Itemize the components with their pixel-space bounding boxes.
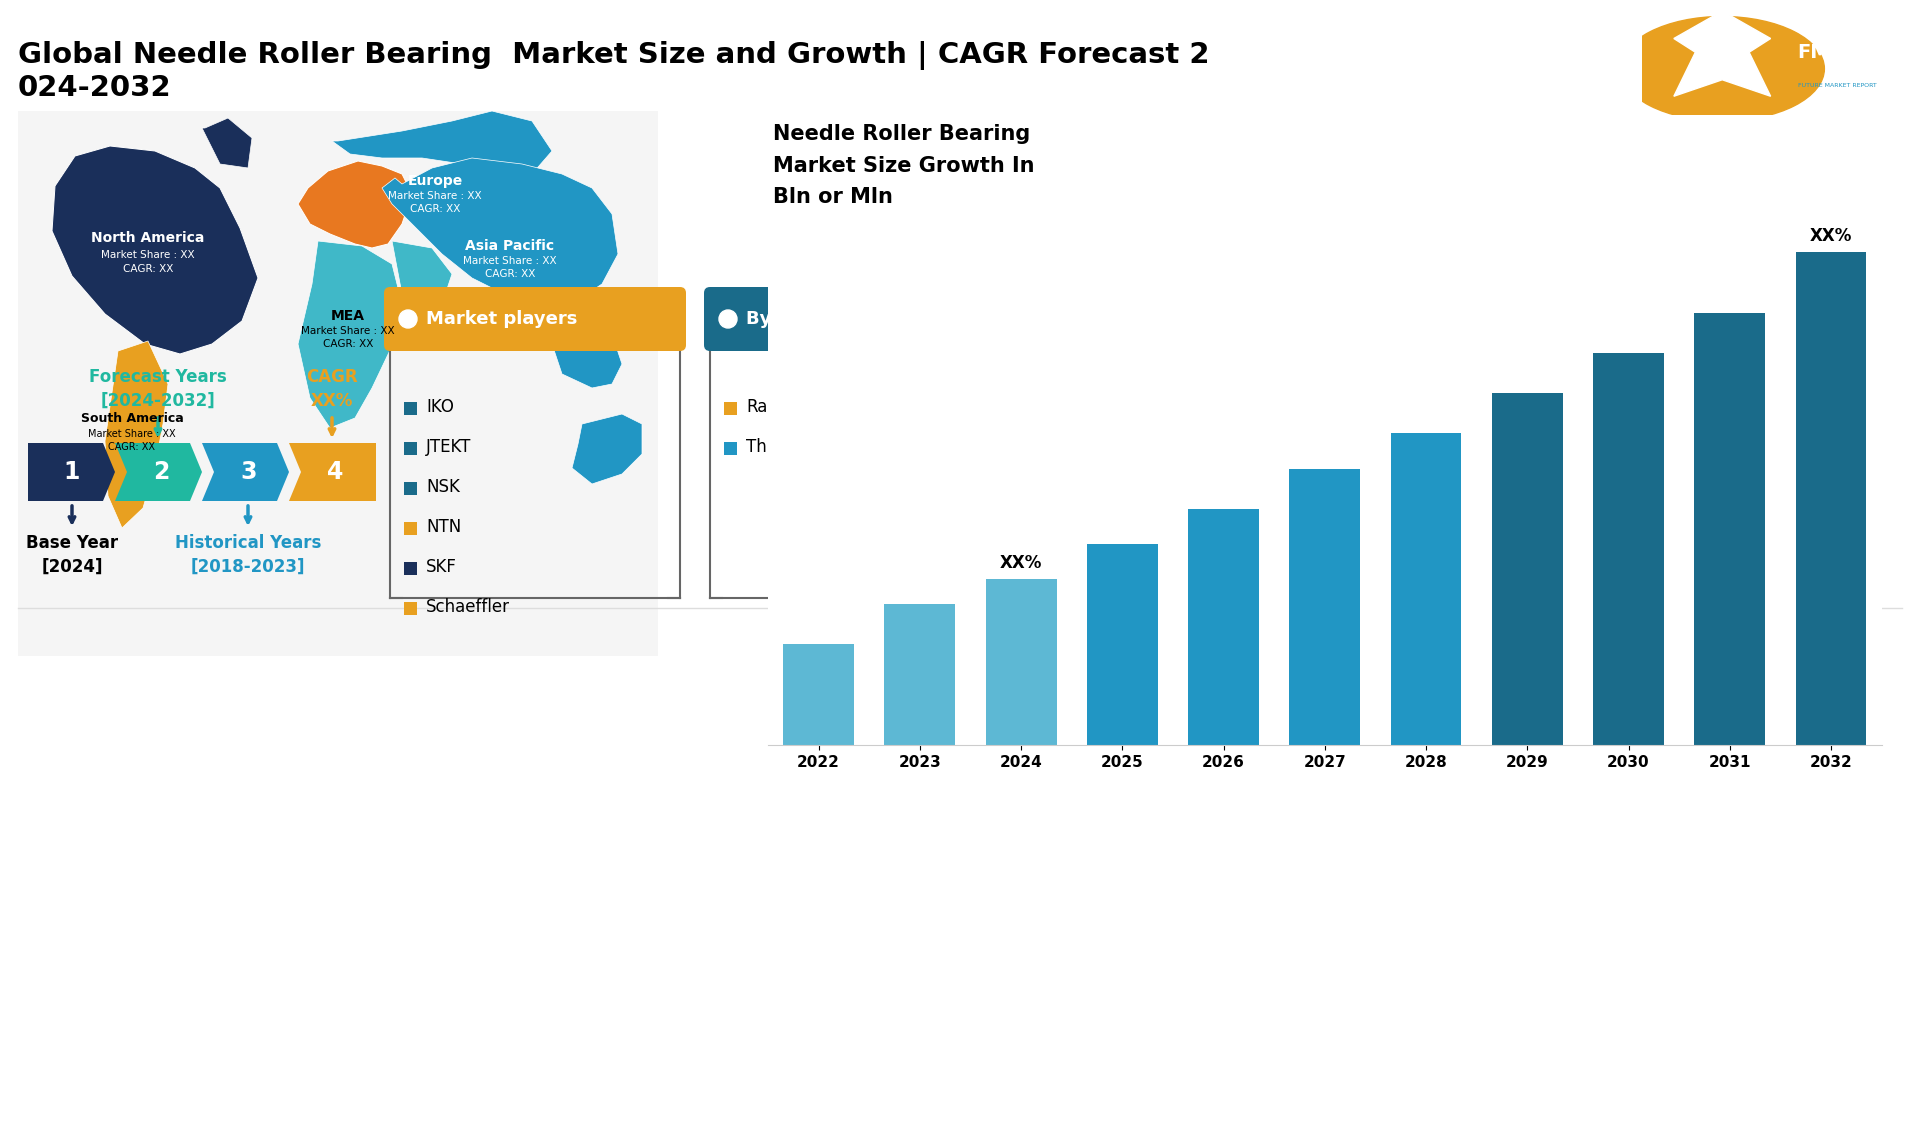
FancyBboxPatch shape [384, 286, 685, 351]
FancyBboxPatch shape [403, 562, 417, 575]
Text: Asia Pacific: Asia Pacific [465, 240, 555, 253]
Bar [1087, 544, 1158, 745]
FancyBboxPatch shape [403, 482, 417, 495]
Text: CAGR: XX: CAGR: XX [409, 204, 461, 214]
Bar [1492, 393, 1563, 745]
Text: Europe: Europe [407, 174, 463, 188]
Text: Market Share : XX: Market Share : XX [463, 256, 557, 266]
Text: Forecast Years
[2024-2032]: Forecast Years [2024-2032] [88, 368, 227, 410]
Text: Others: Others [1031, 518, 1087, 536]
Bar [1188, 509, 1260, 745]
Text: NSK: NSK [426, 478, 461, 496]
Polygon shape [202, 118, 252, 168]
Text: Global Needle Roller Bearing  Market Size and Growth | CAGR Forecast 2: Global Needle Roller Bearing Market Size… [17, 41, 1210, 70]
Text: CAGR: XX: CAGR: XX [323, 339, 372, 350]
Polygon shape [202, 444, 290, 501]
FancyBboxPatch shape [1010, 521, 1021, 535]
Polygon shape [298, 160, 413, 248]
Bar [1594, 353, 1665, 745]
Text: CAGR: XX: CAGR: XX [486, 269, 536, 278]
Circle shape [1004, 311, 1021, 328]
Polygon shape [115, 444, 202, 501]
Polygon shape [392, 241, 451, 314]
Bar [1290, 469, 1359, 745]
Text: 1: 1 [63, 460, 81, 484]
Text: @Source: www.futuremarketreport.com: @Source: www.futuremarketreport.com [780, 631, 1140, 650]
Bar [1795, 252, 1866, 745]
Circle shape [718, 311, 737, 328]
Polygon shape [29, 444, 115, 501]
FancyBboxPatch shape [403, 402, 417, 415]
Text: XX%: XX% [1811, 227, 1853, 245]
Polygon shape [1674, 11, 1770, 96]
Text: Market Share : XX: Market Share : XX [102, 250, 194, 260]
Text: Radial: Radial [747, 398, 797, 416]
FancyBboxPatch shape [1010, 482, 1021, 495]
Polygon shape [382, 158, 618, 308]
Text: Thrust: Thrust [747, 438, 799, 456]
Bar [1693, 313, 1764, 745]
FancyBboxPatch shape [403, 442, 417, 455]
Text: Automotive: Automotive [1031, 438, 1127, 456]
FancyBboxPatch shape [1010, 402, 1021, 415]
FancyBboxPatch shape [724, 402, 737, 415]
Text: Schaeffler: Schaeffler [426, 598, 511, 617]
Text: Base Year
[2024]: Base Year [2024] [27, 534, 117, 575]
Text: Market Share : XX: Market Share : XX [388, 191, 482, 201]
Text: FMR: FMR [1797, 42, 1845, 62]
Text: Market Share : XX: Market Share : XX [301, 325, 396, 336]
Text: North America: North America [92, 231, 205, 245]
FancyBboxPatch shape [724, 442, 737, 455]
FancyBboxPatch shape [403, 602, 417, 615]
Text: MEA: MEA [330, 309, 365, 323]
Polygon shape [572, 414, 641, 484]
Bar [885, 604, 956, 745]
Text: 2: 2 [154, 460, 169, 484]
Text: 4: 4 [326, 460, 344, 484]
Text: Market players: Market players [426, 311, 578, 328]
FancyBboxPatch shape [989, 286, 1290, 351]
Text: CAGR: XX: CAGR: XX [109, 442, 156, 452]
Text: XX%: XX% [1000, 554, 1043, 572]
Text: 3: 3 [240, 460, 257, 484]
Text: By application: By application [1031, 311, 1175, 328]
Text: CAGR: XX: CAGR: XX [123, 264, 173, 274]
Text: SKF: SKF [426, 558, 457, 576]
FancyBboxPatch shape [403, 521, 417, 535]
Polygon shape [106, 342, 169, 528]
Bar [1390, 433, 1461, 745]
Polygon shape [290, 444, 376, 501]
Polygon shape [298, 241, 401, 427]
FancyBboxPatch shape [1010, 442, 1021, 455]
Text: Needle Roller Bearing
Market Size Growth In
Bln or Mln: Needle Roller Bearing Market Size Growth… [774, 125, 1035, 206]
Text: CAGR
XX%: CAGR XX% [305, 368, 357, 410]
Text: Historical Years
[2018-2023]: Historical Years [2018-2023] [175, 534, 321, 575]
Text: By type: By type [747, 311, 824, 328]
Polygon shape [332, 111, 553, 174]
Text: IKO: IKO [426, 398, 453, 416]
Circle shape [399, 311, 417, 328]
Text: Market Share : XX: Market Share : XX [88, 429, 177, 439]
Text: South America: South America [81, 411, 184, 424]
Text: 024-2032: 024-2032 [17, 74, 171, 102]
Text: FUTURE MARKET REPORT: FUTURE MARKET REPORT [1797, 83, 1876, 88]
Circle shape [1620, 16, 1824, 121]
FancyBboxPatch shape [17, 111, 659, 656]
Polygon shape [52, 146, 257, 354]
Bar [985, 579, 1056, 745]
Text: Industrial: Industrial [1031, 478, 1110, 496]
FancyBboxPatch shape [705, 286, 972, 351]
Polygon shape [541, 314, 622, 388]
Text: JTEKT: JTEKT [426, 438, 472, 456]
Bar [783, 644, 854, 745]
Text: Aerospace: Aerospace [1031, 398, 1117, 416]
Text: NTN: NTN [426, 518, 461, 536]
